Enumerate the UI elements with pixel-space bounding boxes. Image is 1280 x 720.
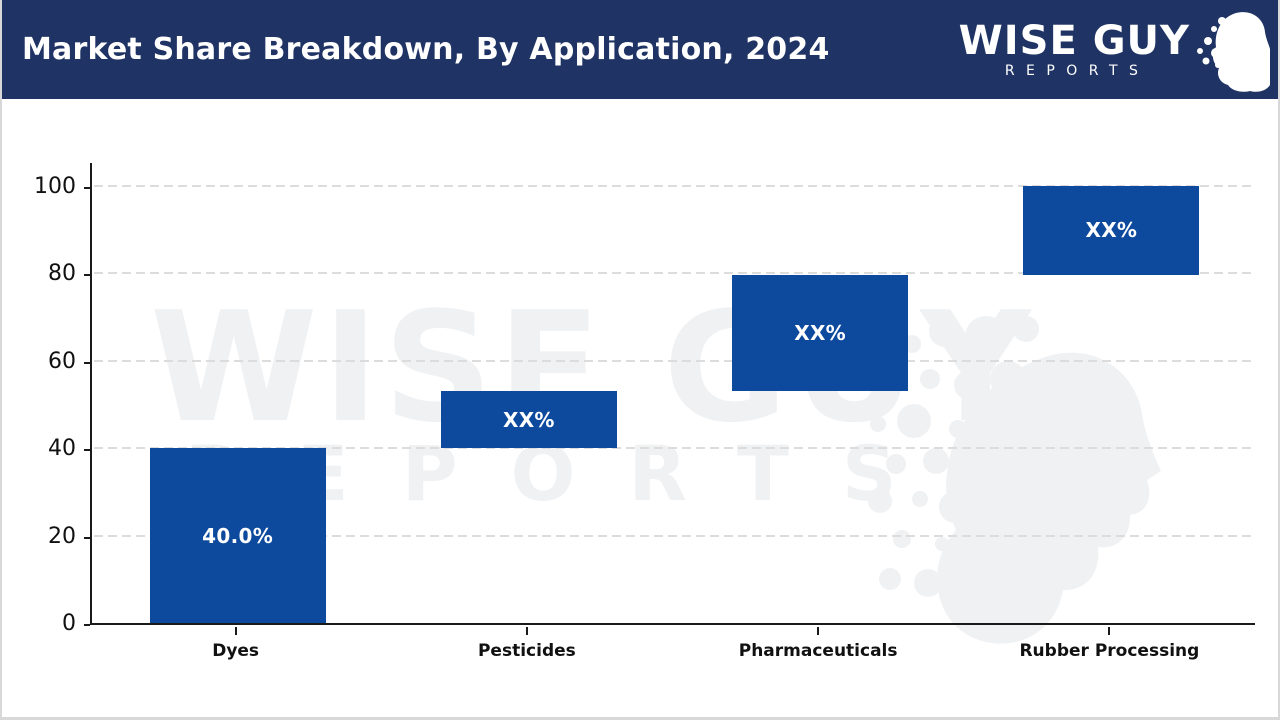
logo-wordmark: WISE GUY REPORTS xyxy=(959,21,1190,78)
plot-area: 40.0% XX% XX% XX% xyxy=(90,163,1255,625)
x-axis: Dyes Pesticides Pharmaceuticals Rubber Proc… xyxy=(90,625,1255,695)
gridline xyxy=(94,184,1255,187)
gridline xyxy=(94,272,1255,274)
bar-pesticides: XX% xyxy=(440,391,617,448)
y-tick-mark xyxy=(84,361,90,364)
x-tick-mark xyxy=(1108,627,1111,635)
bar-value-label: 40.0% xyxy=(202,523,274,548)
y-tick-mark xyxy=(84,186,90,189)
bar-value-label: XX% xyxy=(794,321,847,346)
y-tick-label: 100 xyxy=(34,173,76,199)
y-tick-mark xyxy=(84,624,90,626)
x-tick-mark xyxy=(234,627,237,635)
x-tick-mark xyxy=(525,627,528,635)
y-tick-label: 40 xyxy=(48,436,76,461)
wise-guy-logo: WISE GUY REPORTS xyxy=(959,7,1270,93)
y-tick-mark xyxy=(84,536,90,539)
bar-pharmaceuticals: XX% xyxy=(732,275,909,392)
x-axis-label: Dyes xyxy=(212,641,260,661)
page-title: Market Share Breakdown, By Application, … xyxy=(22,32,830,67)
logo-wordmark-line1: WISE GUY xyxy=(958,18,1190,64)
y-tick-label: 0 xyxy=(62,611,76,636)
watermark-head-icon xyxy=(868,315,1161,644)
x-axis-label: Pharmaceuticals xyxy=(738,641,898,661)
x-axis-label: Pesticides xyxy=(477,641,576,661)
y-tick-mark xyxy=(84,449,90,451)
x-axis-label: Rubber Processing xyxy=(1019,641,1200,661)
y-tick-mark xyxy=(84,274,90,276)
bar-dyes: 40.0% xyxy=(149,448,326,623)
bar-value-label: XX% xyxy=(1085,218,1138,243)
logo-wordmark-line2: REPORTS xyxy=(1004,63,1150,79)
chart-area: WISE GUY REPORTS 0 20 40 60 80 100 40.0% XX% XX… xyxy=(2,99,1278,716)
gridline xyxy=(94,447,1255,449)
gridline xyxy=(94,534,1255,537)
y-tick-label: 80 xyxy=(48,261,76,286)
bar-rubber-processing: XX% xyxy=(1023,185,1200,276)
bar-value-label: XX% xyxy=(502,407,555,432)
header: Market Share Breakdown, By Application, … xyxy=(2,0,1278,99)
y-axis: 0 20 40 60 80 100 xyxy=(2,163,90,635)
logo-head-icon xyxy=(1197,11,1270,92)
y-tick-label: 20 xyxy=(48,523,76,549)
gridline xyxy=(94,359,1255,362)
x-tick-mark xyxy=(817,627,820,635)
y-tick-label: 60 xyxy=(48,348,76,374)
